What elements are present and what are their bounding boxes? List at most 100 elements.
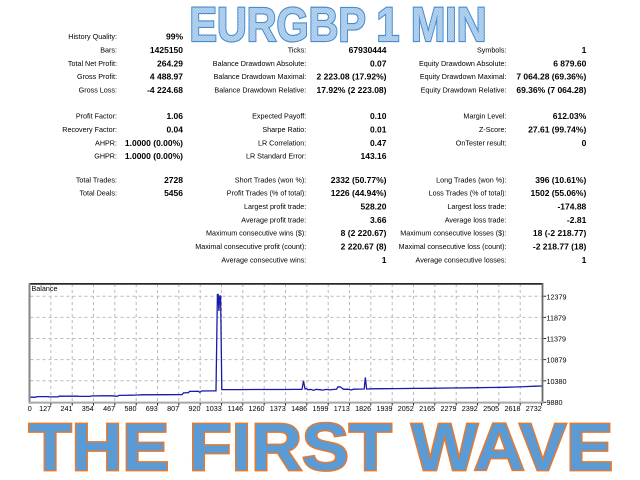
- svg-text:Gross Profit:: Gross Profit:: [77, 72, 117, 81]
- svg-text:Balance Drawdown Maximal:: Balance Drawdown Maximal:: [214, 72, 307, 81]
- svg-text:EURGBP 1 MIN: EURGBP 1 MIN: [190, 0, 487, 52]
- svg-text:1146: 1146: [228, 404, 243, 413]
- svg-text:2 220.67 (8): 2 220.67 (8): [341, 242, 387, 252]
- svg-text:143.16: 143.16: [361, 151, 387, 161]
- svg-text:0: 0: [28, 404, 32, 413]
- svg-text:241: 241: [61, 404, 73, 413]
- svg-text:11879: 11879: [547, 314, 566, 323]
- svg-text:1.0000 (0.00%): 1.0000 (0.00%): [125, 151, 183, 161]
- svg-text:69.36% (7 064.28): 69.36% (7 064.28): [516, 85, 586, 95]
- svg-text:1226 (44.94%): 1226 (44.94%): [331, 188, 387, 198]
- svg-text:2618: 2618: [505, 404, 521, 413]
- svg-text:1: 1: [382, 255, 387, 265]
- svg-text:Maximal consecutive profit (co: Maximal consecutive profit (count):: [195, 242, 306, 251]
- svg-text:Largest profit trade:: Largest profit trade:: [244, 202, 306, 211]
- svg-text:0.01: 0.01: [370, 124, 387, 134]
- svg-text:10380: 10380: [547, 377, 567, 386]
- svg-text:GHPR:: GHPR:: [94, 152, 117, 161]
- svg-text:2332 (50.77%): 2332 (50.77%): [331, 175, 387, 185]
- svg-text:Ticks:: Ticks:: [288, 46, 307, 55]
- svg-text:Total Net Profit:: Total Net Profit:: [68, 59, 117, 68]
- svg-text:1599: 1599: [313, 404, 329, 413]
- svg-text:693: 693: [146, 404, 158, 413]
- svg-text:1486: 1486: [291, 404, 307, 413]
- svg-text:Expected Payoff:: Expected Payoff:: [252, 112, 306, 121]
- svg-text:Profit Factor:: Profit Factor:: [76, 112, 117, 121]
- svg-text:-2.81: -2.81: [567, 215, 587, 225]
- svg-text:Z-Score:: Z-Score:: [479, 125, 507, 134]
- svg-text:-174.88: -174.88: [557, 202, 586, 212]
- svg-text:27.61 (99.74%): 27.61 (99.74%): [528, 124, 586, 134]
- svg-text:2728: 2728: [164, 175, 183, 185]
- svg-text:612.03%: 612.03%: [553, 111, 587, 121]
- svg-text:-4 224.68: -4 224.68: [147, 85, 183, 95]
- svg-text:264.29: 264.29: [157, 58, 183, 68]
- svg-text:807: 807: [167, 404, 179, 413]
- svg-text:5456: 5456: [164, 188, 183, 198]
- svg-text:Maximal consecutive loss (coun: Maximal consecutive loss (count):: [399, 242, 507, 251]
- svg-text:1: 1: [582, 255, 587, 265]
- svg-text:Maximum consecutive losses ($): Maximum consecutive losses ($):: [400, 229, 506, 238]
- svg-text:127: 127: [39, 404, 51, 413]
- svg-text:Long Trades (won %):: Long Trades (won %):: [436, 175, 506, 184]
- svg-text:Symbols:: Symbols:: [477, 46, 507, 55]
- svg-text:6 879.60: 6 879.60: [553, 58, 586, 68]
- svg-text:Balance Drawdown Absolute:: Balance Drawdown Absolute:: [213, 59, 307, 68]
- svg-text:1260: 1260: [249, 404, 265, 413]
- svg-text:Total Deals:: Total Deals:: [79, 189, 117, 198]
- svg-text:Gross Loss:: Gross Loss:: [79, 86, 117, 95]
- svg-text:1713: 1713: [334, 404, 350, 413]
- svg-text:0: 0: [582, 138, 587, 148]
- svg-text:Recovery Factor:: Recovery Factor:: [62, 125, 117, 134]
- svg-text:Largest loss trade:: Largest loss trade:: [447, 202, 506, 211]
- svg-text:920: 920: [189, 404, 201, 413]
- svg-text:17.92% (2 223.08): 17.92% (2 223.08): [317, 85, 387, 95]
- svg-text:-2 218.77 (18): -2 218.77 (18): [533, 242, 587, 252]
- svg-text:354: 354: [82, 404, 94, 413]
- svg-text:Equity Drawdown Absolute:: Equity Drawdown Absolute:: [419, 59, 507, 68]
- svg-text:0.07: 0.07: [370, 58, 387, 68]
- svg-text:1425150: 1425150: [150, 45, 183, 55]
- svg-text:OnTester result:: OnTester result:: [456, 138, 507, 147]
- svg-text:0.04: 0.04: [166, 124, 183, 134]
- svg-text:1502 (55.06%): 1502 (55.06%): [531, 188, 587, 198]
- svg-text:11379: 11379: [547, 335, 566, 344]
- svg-text:Equity Drawdown Relative:: Equity Drawdown Relative:: [421, 86, 507, 95]
- svg-text:Balance: Balance: [32, 284, 58, 293]
- svg-text:Short Trades (won %):: Short Trades (won %):: [235, 175, 307, 184]
- svg-text:2052: 2052: [398, 404, 414, 413]
- svg-text:9880: 9880: [547, 398, 563, 407]
- svg-text:580: 580: [125, 404, 137, 413]
- svg-text:2165: 2165: [419, 404, 435, 413]
- svg-text:Profit Trades (% of total):: Profit Trades (% of total):: [227, 189, 307, 198]
- svg-text:LR Correlation:: LR Correlation:: [258, 138, 306, 147]
- svg-text:10879: 10879: [547, 356, 567, 365]
- svg-text:2 223.08 (17.92%): 2 223.08 (17.92%): [317, 72, 387, 82]
- svg-text:AHPR:: AHPR:: [95, 138, 117, 147]
- svg-text:Total Trades:: Total Trades:: [76, 175, 117, 184]
- svg-text:3.66: 3.66: [370, 215, 387, 225]
- svg-text:12379: 12379: [547, 292, 567, 301]
- svg-text:467: 467: [103, 404, 115, 413]
- svg-text:Maximum consecutive wins ($):: Maximum consecutive wins ($):: [206, 229, 306, 238]
- svg-text:Average consecutive losses:: Average consecutive losses:: [416, 255, 507, 264]
- svg-text:396 (10.61%): 396 (10.61%): [535, 175, 586, 185]
- svg-text:Equity Drawdown Maximal:: Equity Drawdown Maximal:: [420, 72, 507, 81]
- svg-text:1033: 1033: [206, 404, 222, 413]
- svg-text:528.20: 528.20: [361, 202, 387, 212]
- svg-text:Margin Level:: Margin Level:: [463, 112, 506, 121]
- svg-text:THE FIRST WAVE: THE FIRST WAVE: [29, 410, 614, 480]
- svg-text:4 488.97: 4 488.97: [150, 72, 183, 82]
- svg-text:1.06: 1.06: [166, 111, 183, 121]
- svg-text:1826: 1826: [355, 404, 371, 413]
- svg-text:1.0000 (0.00%): 1.0000 (0.00%): [125, 138, 183, 148]
- svg-text:2392: 2392: [462, 404, 478, 413]
- svg-text:Balance Drawdown Relative:: Balance Drawdown Relative:: [214, 86, 306, 95]
- svg-text:History Quality:: History Quality:: [68, 32, 117, 41]
- svg-text:Loss Trades (% of total):: Loss Trades (% of total):: [429, 189, 507, 198]
- svg-text:1939: 1939: [377, 404, 393, 413]
- svg-text:0.47: 0.47: [370, 138, 387, 148]
- svg-text:0.10: 0.10: [370, 111, 387, 121]
- svg-text:LR Standard Error:: LR Standard Error:: [246, 152, 306, 161]
- svg-text:99%: 99%: [166, 32, 183, 42]
